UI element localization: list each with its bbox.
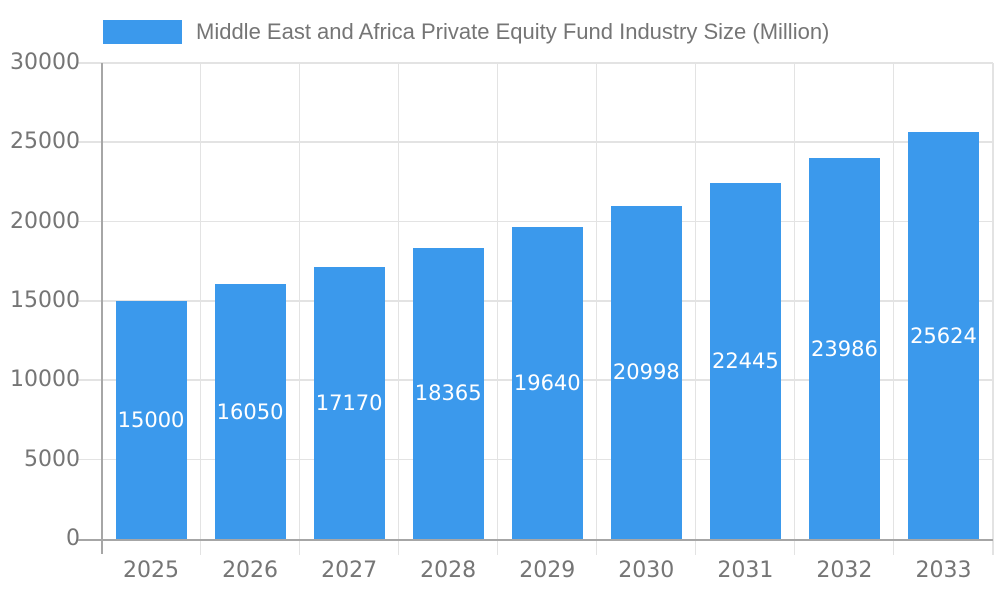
x-tick-label: 2027 (321, 558, 378, 583)
x-tick-label: 2025 (123, 558, 180, 583)
bar (808, 158, 880, 539)
y-tick-label: 10000 (10, 367, 80, 393)
x-tick-label: 2029 (519, 558, 576, 583)
x-tick-label: 2031 (717, 558, 774, 583)
x-gridline (298, 63, 301, 555)
bar (907, 132, 979, 539)
bar (610, 205, 682, 539)
bar-value-label: 19640 (513, 371, 581, 396)
x-gridline (793, 63, 796, 555)
x-gridline (694, 63, 697, 555)
y-gridline (78, 62, 993, 64)
bar (709, 182, 781, 539)
legend-swatch (103, 19, 182, 44)
x-tick-label: 2028 (420, 558, 477, 583)
y-tick-label: 5000 (24, 446, 80, 472)
y-gridline (78, 141, 993, 143)
bar-value-label: 15000 (117, 408, 185, 432)
legend-label: Middle East and Africa Private Equity Fu… (196, 19, 830, 44)
x-gridline (992, 63, 994, 555)
x-gridline (199, 63, 202, 555)
bar-value-label: 17170 (315, 390, 383, 415)
bar (511, 227, 583, 539)
legend-item[interactable]: Middle East and Africa Private Equity Fu… (103, 19, 829, 44)
y-tick-label: 20000 (10, 208, 80, 234)
bar (313, 266, 385, 539)
y-tick-label: 0 (66, 526, 80, 551)
bar (115, 301, 187, 539)
x-gridline (595, 63, 598, 555)
bar (214, 284, 286, 539)
x-gridline (496, 63, 499, 555)
y-tick-label: 25000 (10, 129, 80, 155)
x-gridline (397, 63, 400, 555)
bar-value-label: 20998 (612, 360, 680, 385)
y-tick-label: 15000 (10, 288, 80, 313)
x-tick-label: 2030 (618, 558, 675, 583)
x-gridline (892, 63, 895, 555)
bar (412, 247, 484, 539)
x-axis-line (78, 539, 993, 541)
x-tick-label: 2032 (816, 558, 873, 583)
bar-value-label: 22445 (711, 348, 779, 373)
y-gridline (78, 220, 993, 223)
x-tick-label: 2033 (915, 558, 972, 583)
bar-value-label: 16050 (216, 399, 284, 424)
y-axis-line (100, 63, 103, 554)
bar-value-label: 25624 (910, 323, 977, 348)
bar-value-label: 23986 (811, 336, 878, 361)
bar-value-label: 18365 (414, 381, 482, 406)
y-tick-label: 30000 (10, 50, 80, 75)
x-tick-label: 2026 (222, 558, 279, 583)
